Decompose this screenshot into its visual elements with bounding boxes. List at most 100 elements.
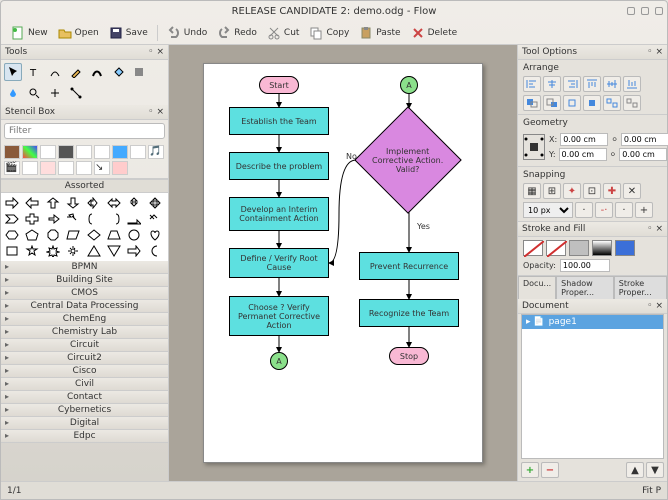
snap-edge-button[interactable]: ⊡ (583, 183, 601, 199)
swatch[interactable] (569, 240, 589, 256)
category-item[interactable]: Contact (1, 391, 168, 404)
shape-arrow[interactable] (147, 196, 163, 210)
category-item[interactable]: Circuit2 (1, 352, 168, 365)
fill-tool[interactable] (109, 63, 127, 81)
shape-arrow[interactable] (126, 196, 142, 210)
category-item[interactable]: Cybernetics (1, 404, 168, 417)
add-page-button[interactable]: + (521, 462, 539, 478)
copy-button[interactable]: Copy (305, 24, 353, 42)
shape-cross[interactable] (24, 212, 40, 226)
palette-item[interactable] (130, 145, 146, 159)
category-item[interactable]: CMOS (1, 287, 168, 300)
delete-button[interactable]: Delete (407, 24, 462, 42)
palette-item[interactable]: ↘ (94, 161, 110, 175)
path-tool[interactable] (46, 63, 64, 81)
shape-square[interactable] (4, 244, 20, 258)
palette-item[interactable] (112, 145, 128, 159)
palette-item[interactable] (22, 161, 38, 175)
connector-node[interactable]: A (400, 76, 418, 94)
shape-arrow[interactable] (65, 212, 81, 226)
snap-opt-button[interactable]: + (635, 202, 653, 218)
process-node[interactable]: Develop an Interim Containment Action (229, 197, 329, 231)
h-input[interactable] (619, 148, 667, 161)
shape-arrow[interactable] (45, 196, 61, 210)
panel-close-icon[interactable]: ◦ × (148, 107, 164, 117)
snap-grid-button[interactable]: ▦ (523, 183, 541, 199)
shape-arrow[interactable] (147, 212, 163, 226)
raise-button[interactable] (563, 95, 581, 111)
page-row[interactable]: ▸ 📄page1 (522, 315, 663, 329)
tab-stroke[interactable]: Stroke Proper... (614, 276, 667, 299)
shape-diamond[interactable] (86, 228, 102, 242)
shape-arrow[interactable] (106, 196, 122, 210)
shape-arrow[interactable] (126, 244, 142, 258)
align-top-button[interactable] (583, 76, 601, 92)
palette-item[interactable]: 🎵 (148, 145, 164, 159)
canvas-area[interactable]: Start Establish the Team Describe the pr… (169, 45, 517, 481)
save-button[interactable]: Save (105, 24, 152, 42)
shape-moon[interactable] (147, 244, 163, 258)
lock-icon[interactable]: ⚪ (610, 150, 617, 159)
send-back-button[interactable] (543, 95, 561, 111)
category-item[interactable]: Cisco (1, 365, 168, 378)
redo-button[interactable]: Redo (213, 24, 261, 42)
pan-tool[interactable] (46, 84, 64, 102)
shape-heart[interactable] (147, 228, 163, 242)
shape-circle[interactable] (126, 228, 142, 242)
connector-node[interactable]: A (270, 352, 288, 370)
pointer-tool[interactable] (4, 63, 22, 81)
gradient-tool[interactable] (130, 63, 148, 81)
shape-arrow[interactable] (65, 196, 81, 210)
panel-close-icon[interactable]: ◦ × (148, 47, 164, 57)
category-item[interactable]: Digital (1, 417, 168, 430)
shape-arrow[interactable] (4, 196, 20, 210)
new-button[interactable]: New (7, 24, 52, 42)
align-right-button[interactable] (563, 76, 581, 92)
drop-tool[interactable] (4, 84, 22, 102)
category-item[interactable]: Civil (1, 378, 168, 391)
ungroup-button[interactable] (623, 95, 641, 111)
shape-octagon[interactable] (45, 228, 61, 242)
process-node[interactable]: Choose ? Verify Permanet Corrective Acti… (229, 296, 329, 336)
palette-item[interactable] (76, 145, 92, 159)
panel-close-icon[interactable]: ◦ × (647, 47, 663, 57)
shape-chevron[interactable] (4, 212, 20, 226)
shape-triangle[interactable] (86, 244, 102, 258)
shape-arrow[interactable] (126, 212, 142, 226)
category-item[interactable]: BPMN (1, 261, 168, 274)
shape-parallelogram[interactable] (65, 228, 81, 242)
category-item[interactable]: Edpc (1, 430, 168, 443)
lock-icon[interactable]: ⚪ (611, 135, 618, 144)
anchor-widget[interactable] (523, 134, 545, 160)
text-tool[interactable]: T (25, 63, 43, 81)
page[interactable]: Start Establish the Team Describe the pr… (203, 63, 483, 463)
maximize-button[interactable] (641, 7, 649, 15)
start-node[interactable]: Start (259, 76, 299, 94)
category-item[interactable]: ChemEng (1, 313, 168, 326)
layer-up-button[interactable]: ▲ (626, 462, 644, 478)
palette-item[interactable]: 🎬 (4, 161, 20, 175)
remove-page-button[interactable]: − (541, 462, 559, 478)
palette-item[interactable] (22, 145, 38, 159)
process-node[interactable]: Prevent Recurrence (359, 252, 459, 280)
shape-star[interactable] (45, 244, 61, 258)
palette-item[interactable] (4, 145, 20, 159)
align-left-button[interactable] (523, 76, 541, 92)
process-node[interactable]: Define / Verify Root Cause (229, 248, 329, 278)
category-item[interactable]: Building Site (1, 274, 168, 287)
palette-item[interactable] (58, 145, 74, 159)
align-center-button[interactable] (543, 76, 561, 92)
snap-intersect-button[interactable]: ✕ (623, 183, 641, 199)
shape-pentagon[interactable] (24, 228, 40, 242)
panel-close-icon[interactable]: ◦ × (647, 301, 663, 311)
x-input[interactable] (560, 133, 608, 146)
snap-guide-button[interactable]: ⊞ (543, 183, 561, 199)
shape-hexagon[interactable] (4, 228, 20, 242)
connector-tool[interactable] (67, 84, 85, 102)
shape-sun[interactable] (65, 244, 81, 258)
shape-arrow[interactable] (24, 196, 40, 210)
stencil-filter-input[interactable] (4, 123, 165, 139)
shape-triangle[interactable] (106, 244, 122, 258)
pencil-tool[interactable] (67, 63, 85, 81)
shape-arrow[interactable] (45, 212, 61, 226)
